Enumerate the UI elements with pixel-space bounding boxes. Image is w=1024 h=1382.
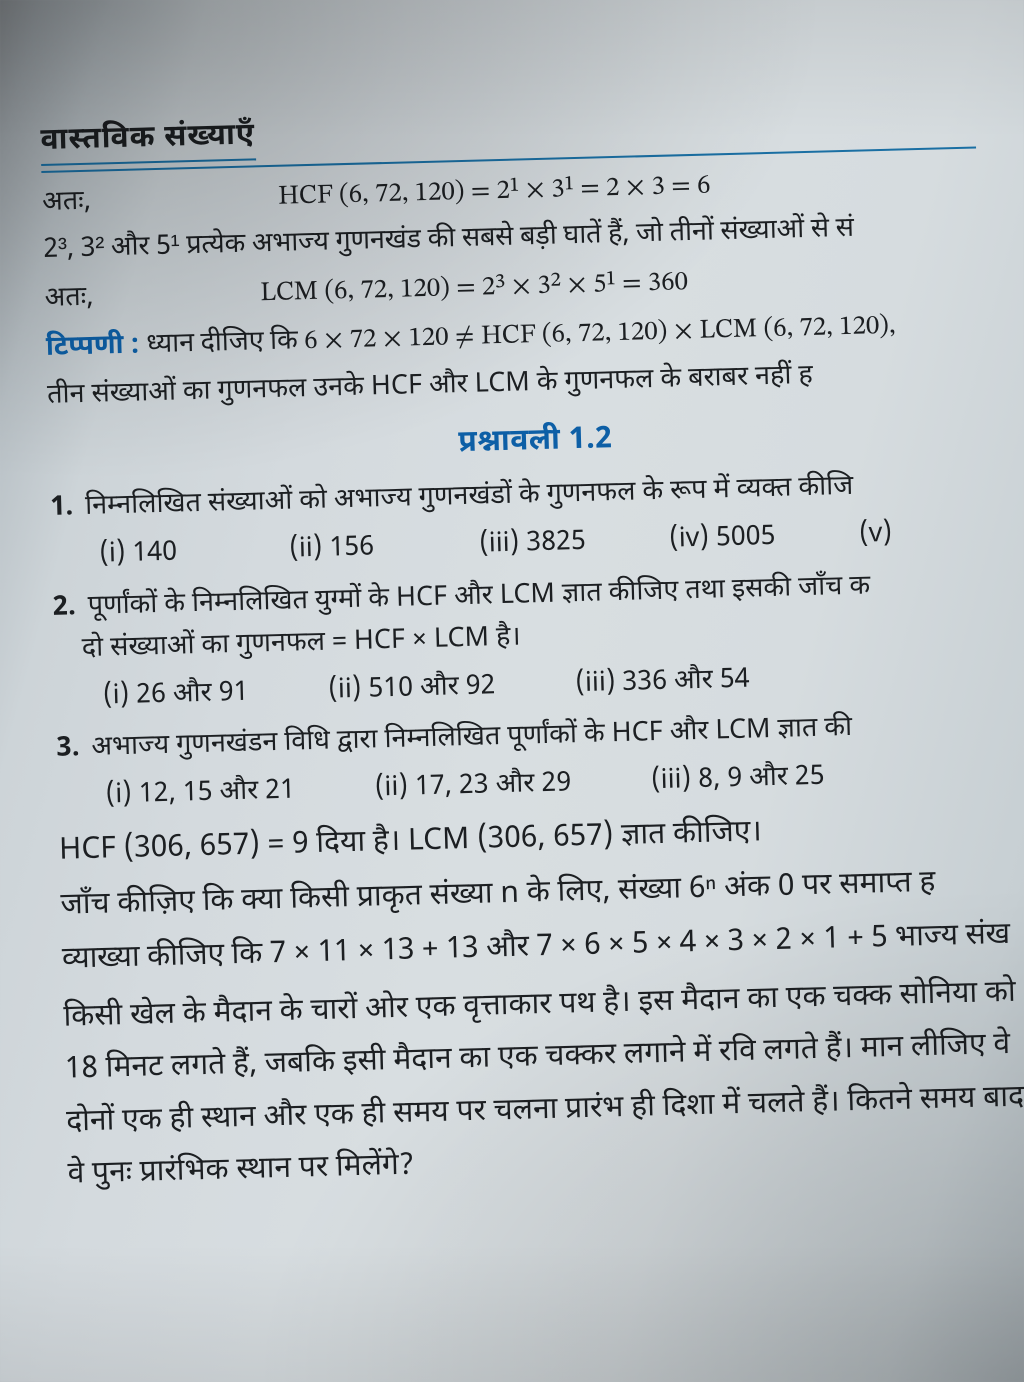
question-1: 1. निम्नलिखित संख्याओं को अभाज्य गुणनखंड… bbox=[50, 464, 1024, 579]
q3-num: 3. bbox=[56, 729, 85, 772]
q3-opt-ii: (ii) 17, 23 और 29 bbox=[374, 765, 571, 812]
hcf-expression: HCF (6, 72, 120) = 2¹ × 3¹ = 2 × 3 = 6 bbox=[277, 172, 710, 210]
q1-num: 1. bbox=[50, 488, 79, 531]
q2-opt-iii: (iii) 336 और 54 bbox=[575, 660, 750, 706]
q1-opt-iv: (iv) 5005 bbox=[669, 517, 820, 563]
q1-text: निम्नलिखित संख्याओं को अभाज्य गुणनखंडों … bbox=[85, 471, 854, 526]
therefore-label-2: अतः, bbox=[44, 282, 94, 318]
q2-num: 2. bbox=[52, 588, 81, 631]
q1-opt-ii: (ii) 156 bbox=[289, 527, 440, 573]
q3-text: अभाज्य गुणनखंडन विधि द्वारा निम्नलिखित प… bbox=[91, 712, 852, 767]
q2-opt-ii: (ii) 510 और 92 bbox=[328, 667, 496, 713]
question-2: 2. पूर्णांकों के निम्नलिखित युग्मों के H… bbox=[52, 563, 1024, 720]
lcm-expression: LCM (6, 72, 120) = 2³ × 3² × 5¹ = 360 bbox=[260, 269, 688, 307]
q3-opt-iii: (iii) 8, 9 और 25 bbox=[651, 758, 826, 804]
note-line-1: ध्यान दीजिए कि 6 × 72 × 120 ≠ HCF (6, 72… bbox=[146, 313, 896, 360]
chapter-title: वास्तविक संख्याएँ bbox=[40, 95, 1015, 167]
q3-opt-i: (i) 12, 15 और 21 bbox=[105, 772, 295, 819]
q2-opt-i: (i) 26 और 91 bbox=[103, 673, 249, 719]
question-7: किसी खेल के मैदान के चारों ओर एक वृत्ताक… bbox=[63, 968, 1024, 1203]
q1-opt-i: (i) 140 bbox=[99, 532, 250, 578]
therefore-label: अतः, bbox=[42, 185, 92, 221]
question-3: 3. अभाज्य गुणनखंडन विधि द्वारा निम्नलिखि… bbox=[56, 705, 1024, 820]
chapter-title-text: वास्तविक संख्याएँ bbox=[40, 117, 256, 166]
q1-opt-iii: (iii) 3825 bbox=[479, 522, 630, 568]
q1-opt-v: (v) bbox=[859, 512, 1010, 558]
note-label: टिप्पणी : bbox=[46, 330, 140, 367]
